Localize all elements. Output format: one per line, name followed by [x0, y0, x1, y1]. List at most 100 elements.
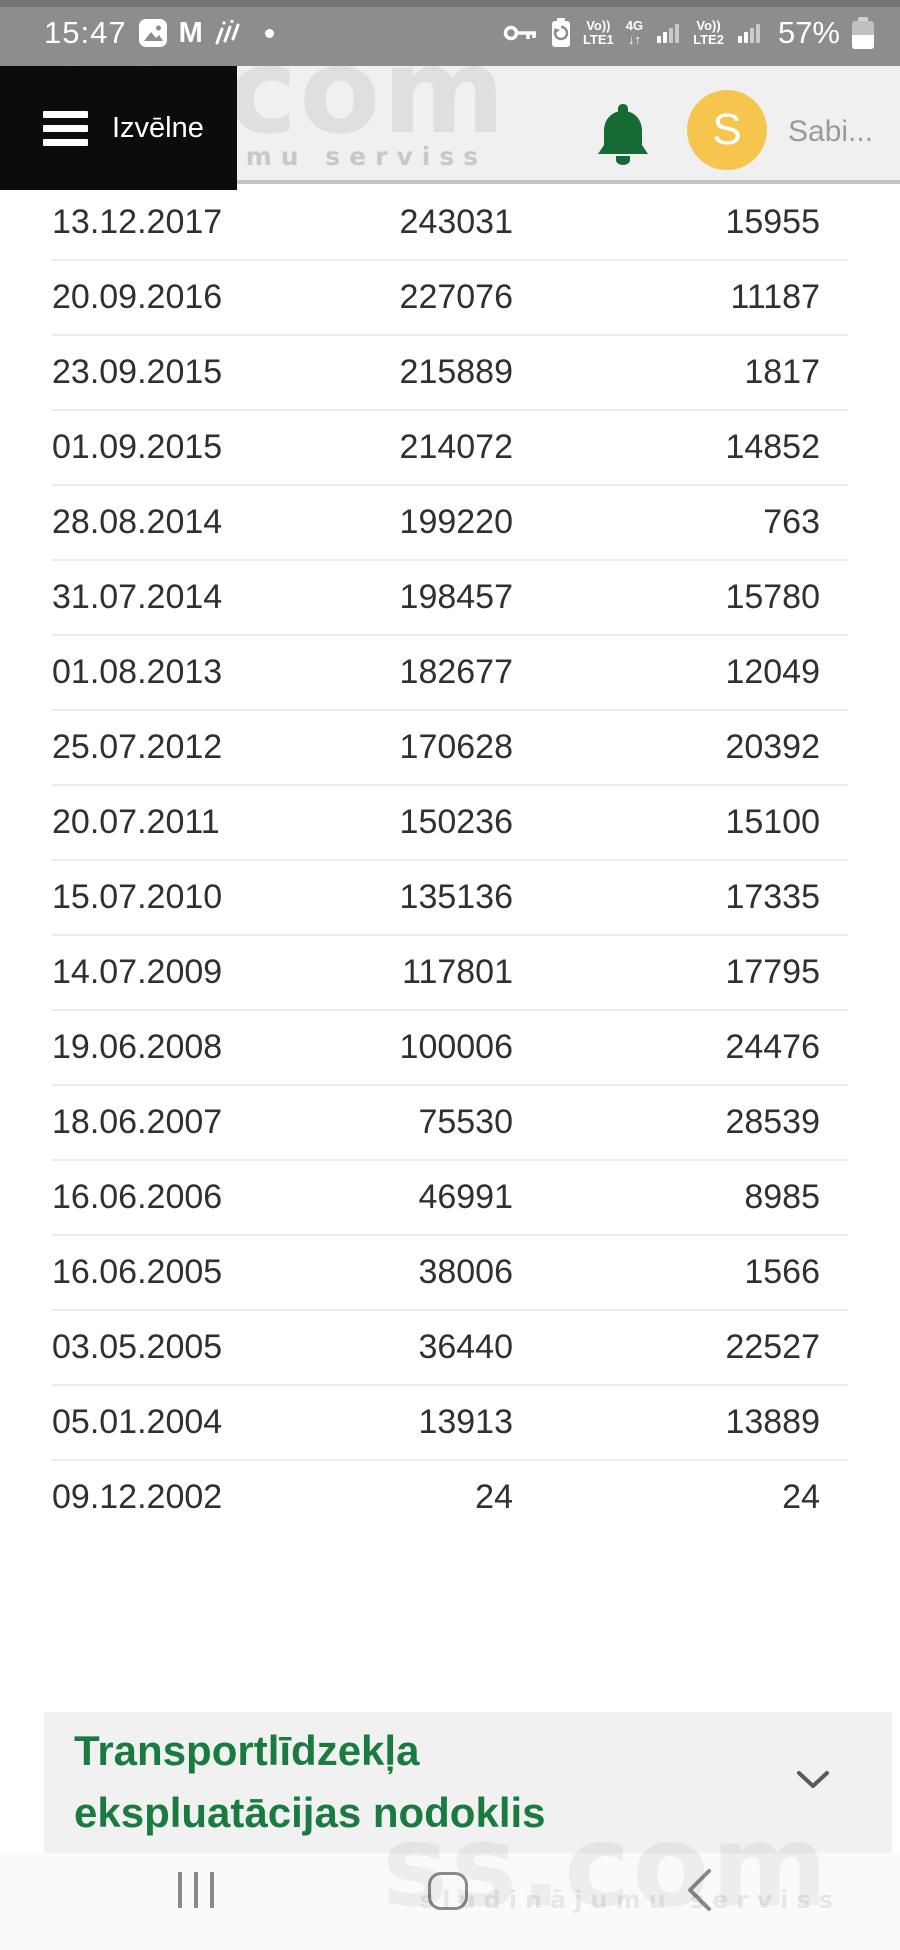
row-diff: 14852: [725, 428, 820, 466]
row-date: 03.05.2005: [52, 1328, 223, 1366]
table-row: 28.08.2014 199220 763: [0, 486, 900, 561]
row-diff: 11187: [730, 278, 821, 316]
hamburger-icon: [43, 110, 88, 146]
row-odometer: 13913: [418, 1403, 513, 1441]
row-diff: 28539: [725, 1103, 820, 1141]
bell-icon: [598, 104, 648, 165]
row-date: 05.01.2004: [52, 1403, 223, 1441]
row-diff: 22527: [725, 1328, 820, 1366]
signal-bars-sim1-icon: [657, 23, 680, 43]
row-odometer: 150236: [399, 803, 513, 841]
home-button[interactable]: [428, 1872, 468, 1910]
key-icon: [503, 25, 536, 41]
row-odometer: 243031: [399, 203, 513, 241]
avatar[interactable]: S: [687, 90, 767, 170]
row-diff: 763: [763, 503, 820, 541]
row-date: 13.12.2017: [52, 203, 223, 241]
table-row: 31.07.2014 198457 15780: [0, 561, 900, 636]
table-row: 01.09.2015 214072 14852: [0, 411, 900, 486]
row-diff: 17335: [725, 878, 820, 916]
row-date: 20.09.2016: [52, 278, 223, 316]
clock: 15:47: [44, 15, 127, 50]
row-date: 23.09.2015: [52, 353, 223, 391]
row-odometer: 117801: [402, 953, 513, 991]
row-diff: 15100: [725, 803, 820, 841]
row-diff: 24476: [725, 1028, 820, 1066]
row-odometer: 24: [475, 1478, 513, 1516]
avatar-letter: S: [712, 105, 742, 154]
back-button[interactable]: [686, 1868, 712, 1912]
row-diff: 12049: [725, 653, 820, 691]
battery-saver-icon: [551, 18, 570, 47]
row-odometer: 214072: [399, 428, 513, 466]
row-diff: 8985: [744, 1178, 820, 1216]
row-odometer: 199220: [399, 503, 513, 541]
row-date: 09.12.2002: [52, 1478, 223, 1516]
tax-section-title-line1: Transportlīdzekļa: [74, 1727, 420, 1774]
row-odometer: 170628: [399, 728, 513, 766]
tax-section-title: Transportlīdzekļa ekspluatācijas nodokli…: [74, 1720, 546, 1844]
row-date: 25.07.2012: [52, 728, 223, 766]
table-row: 01.08.2013 182677 12049: [0, 636, 900, 711]
row-odometer: 75530: [418, 1103, 513, 1141]
battery-percent: 57%: [777, 15, 840, 50]
notifications-button[interactable]: [596, 102, 650, 168]
table-row: 03.05.2005 36440 22527: [0, 1311, 900, 1386]
row-odometer: 100006: [399, 1028, 513, 1066]
tax-section-title-line2: ekspluatācijas nodoklis: [74, 1789, 546, 1836]
volte1-indicator: Vo)) LTE1: [582, 18, 614, 47]
row-diff: 15955: [725, 203, 820, 241]
menu-button[interactable]: Izvēlne: [0, 66, 237, 190]
table-row: 09.12.2002 24 24: [0, 1461, 900, 1536]
table-row: 18.06.2007 75530 28539: [0, 1086, 900, 1161]
tax-section-toggle[interactable]: Transportlīdzekļa ekspluatācijas nodokli…: [44, 1712, 892, 1853]
table-row: 15.07.2010 135136 17335: [0, 861, 900, 936]
row-diff: 20392: [725, 728, 820, 766]
table-row: 14.07.2009 117801 17795: [0, 936, 900, 1011]
row-odometer: 215889: [399, 353, 513, 391]
status-bar-left: 15:47 M: [44, 15, 274, 51]
chevron-down-icon: [797, 1771, 829, 1788]
row-date: 28.08.2014: [52, 503, 223, 541]
row-date: 31.07.2014: [52, 578, 223, 616]
row-diff: 1566: [744, 1253, 820, 1291]
table-row: 19.06.2008 100006 24476: [0, 1011, 900, 1086]
recents-button[interactable]: [178, 1872, 214, 1908]
row-odometer: 46991: [418, 1178, 513, 1216]
row-date: 15.07.2010: [52, 878, 223, 916]
battery-icon: [852, 17, 874, 49]
row-diff: 1817: [744, 353, 820, 391]
table-row: 05.01.2004 13913 13889: [0, 1386, 900, 1461]
row-date: 01.08.2013: [52, 653, 223, 691]
row-date: 16.06.2006: [52, 1178, 223, 1216]
row-diff: 13889: [725, 1403, 820, 1441]
table-row: 13.12.2017 243031 15955: [0, 186, 900, 261]
row-diff: 17795: [725, 953, 820, 991]
row-date: 16.06.2005: [52, 1253, 223, 1291]
slashes-notification-icon: [215, 19, 240, 45]
table-row: 20.07.2011 150236 15100: [0, 786, 900, 861]
connection-4g-indicator: 4G ↓↑: [625, 18, 644, 47]
row-odometer: 38006: [418, 1253, 513, 1291]
row-odometer: 182677: [399, 653, 513, 691]
row-diff: 15780: [725, 578, 820, 616]
app-header: Izvēlne S Sabi...: [0, 66, 900, 190]
row-odometer: 135136: [399, 878, 513, 916]
row-date: 20.07.2011: [52, 803, 220, 841]
android-nav-bar: [0, 1853, 900, 1950]
status-bar-right: Vo)) LTE1 4G ↓↑ Vo)) LTE2 57%: [503, 15, 874, 51]
odometer-history-table: 13.12.2017 243031 15955 20.09.2016 22707…: [0, 186, 900, 1536]
table-row: 25.07.2012 170628 20392: [0, 711, 900, 786]
row-odometer: 227076: [399, 278, 513, 316]
row-odometer: 198457: [399, 578, 513, 616]
status-bar: 15:47 M: [0, 0, 900, 66]
table-row: 20.09.2016 227076 11187: [0, 261, 900, 336]
row-date: 01.09.2015: [52, 428, 223, 466]
row-date: 14.07.2009: [52, 953, 223, 991]
row-odometer: 36440: [418, 1328, 513, 1366]
notification-dot-icon: [264, 28, 274, 38]
gallery-notification-icon: [138, 19, 167, 47]
gmail-notification-icon: M: [178, 16, 203, 49]
profile-name: Sabi...: [788, 115, 874, 148]
